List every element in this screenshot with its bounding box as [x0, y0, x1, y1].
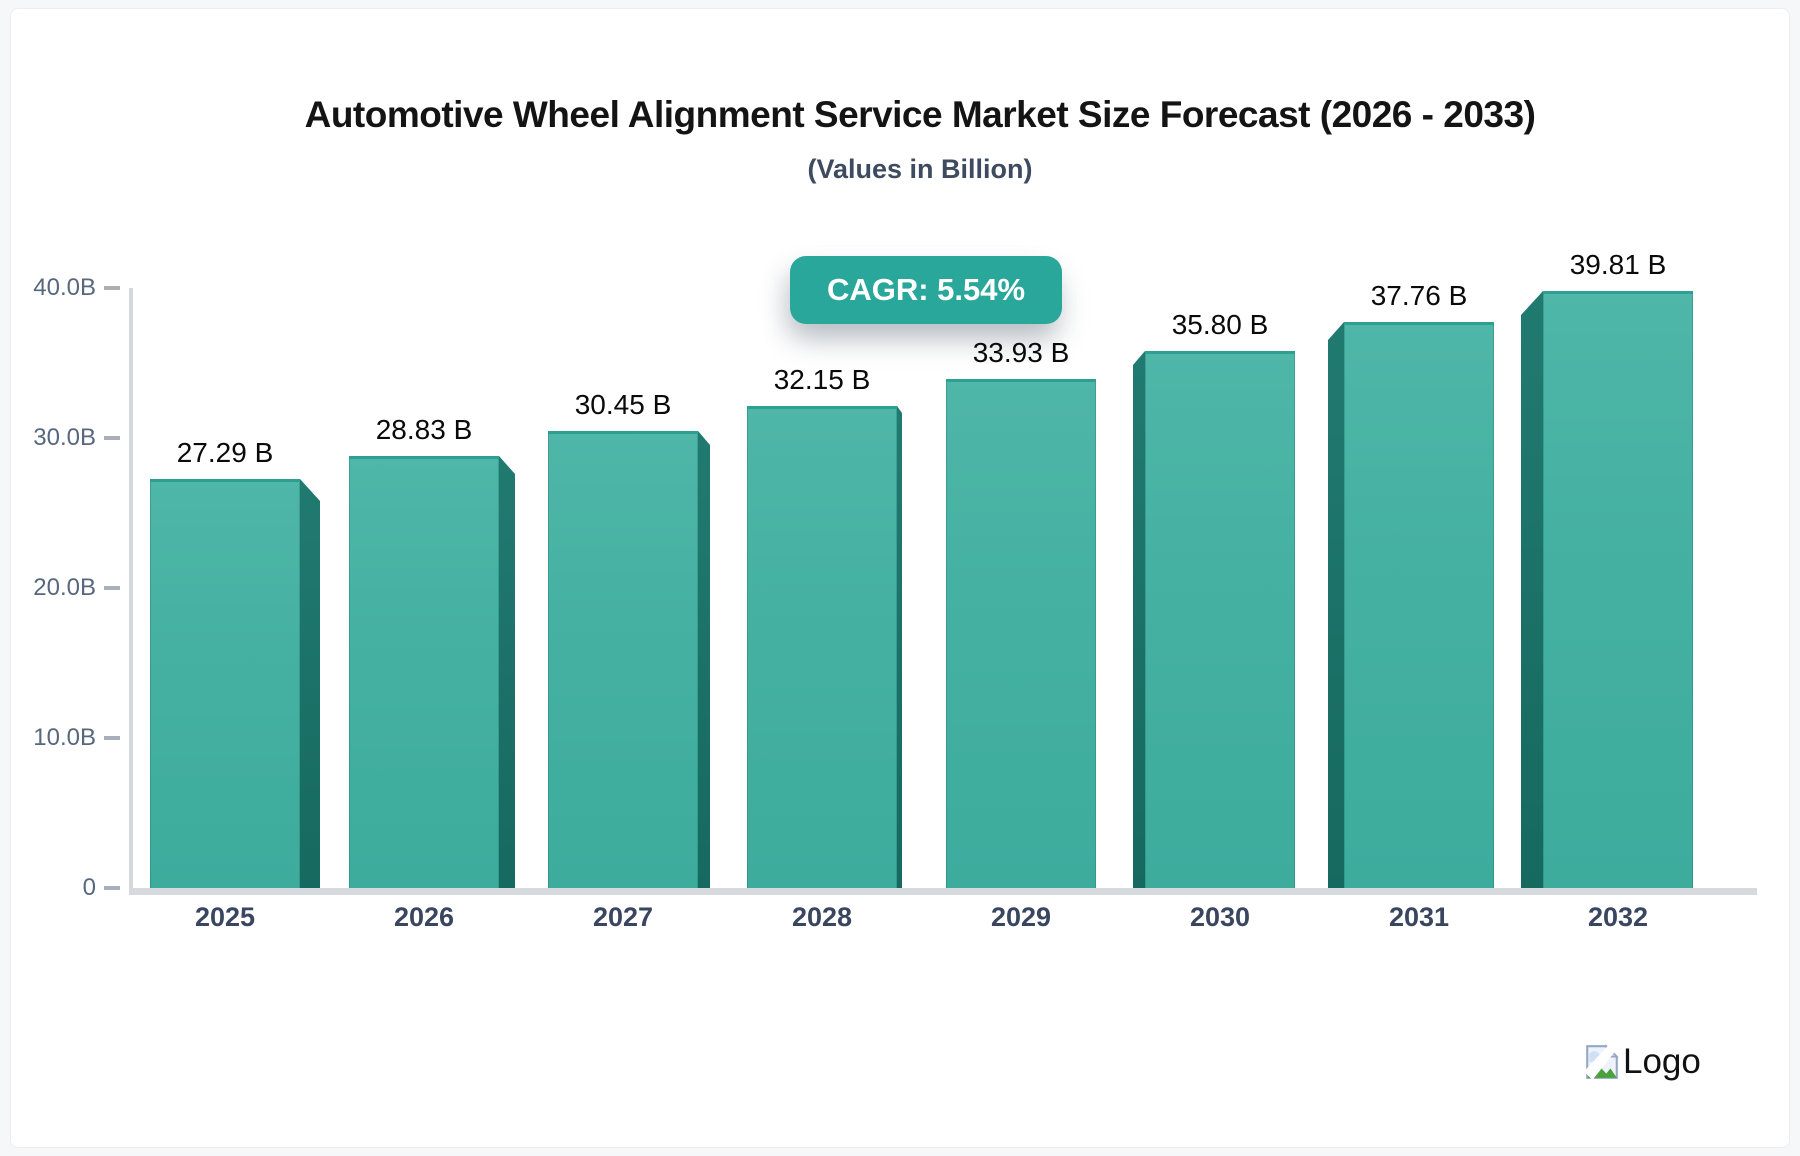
x-axis-label: 2025 — [194, 902, 256, 932]
bar-side-face — [1328, 322, 1344, 888]
bar-face — [1543, 291, 1693, 888]
y-tick-mark — [104, 436, 120, 440]
x-axis-label: 2028 — [791, 902, 853, 932]
bar-face — [747, 406, 897, 888]
broken-image-icon — [1584, 1044, 1619, 1080]
y-tick-mark — [104, 586, 120, 590]
bar-value-label: 39.81 B — [1569, 249, 1667, 280]
bar-face — [548, 431, 698, 888]
logo-alt-text: Logo — [1623, 1042, 1701, 1081]
y-tick-label: 20.0B — [33, 574, 96, 601]
y-tick-label: 0 — [82, 874, 96, 901]
x-axis-baseline — [129, 888, 1757, 895]
bar-side-face — [300, 479, 320, 888]
y-tick-mark — [104, 736, 120, 740]
bar-value-label: 32.15 B — [773, 364, 871, 395]
bar-side-face — [1521, 291, 1543, 888]
bar-side-face — [1133, 351, 1145, 888]
y-axis-line — [129, 288, 133, 892]
bar-value-label: 28.83 B — [375, 414, 473, 445]
x-axis-label: 2030 — [1189, 902, 1251, 932]
cagr-badge-label: CAGR: 5.54% — [826, 272, 1026, 307]
y-tick-mark — [104, 886, 120, 890]
cagr-badge: CAGR: 5.54% — [790, 256, 1062, 324]
x-axis-label: 2031 — [1388, 902, 1450, 932]
x-axis-label: 2027 — [592, 902, 654, 932]
x-axis-label: 2029 — [990, 902, 1052, 932]
bar-value-label: 37.76 B — [1370, 280, 1468, 311]
bar-face — [349, 456, 499, 888]
x-axis-label: 2032 — [1587, 902, 1649, 932]
x-axis-label: 2026 — [393, 902, 455, 932]
y-tick-mark — [104, 286, 120, 290]
chart-subtitle: (Values in Billion) — [807, 154, 1033, 184]
y-tick-label: 30.0B — [33, 424, 96, 451]
bar-value-label: 35.80 B — [1171, 309, 1269, 340]
bar-side-face — [698, 431, 710, 888]
bar-face — [1344, 322, 1494, 888]
bar-side-face — [499, 456, 515, 888]
chart-title: Automotive Wheel Alignment Service Marke… — [304, 94, 1536, 135]
bar-value-label: 30.45 B — [574, 389, 672, 420]
bar-face — [150, 479, 300, 888]
bar-side-face — [897, 406, 902, 888]
bar-face — [1145, 351, 1295, 888]
bar-value-label: 27.29 B — [176, 437, 274, 468]
logo: Logo — [1583, 1042, 1701, 1082]
bar-value-label: 33.93 B — [972, 337, 1070, 368]
y-tick-label: 40.0B — [33, 274, 96, 301]
bar-face — [946, 379, 1096, 888]
y-tick-label: 10.0B — [33, 724, 96, 751]
